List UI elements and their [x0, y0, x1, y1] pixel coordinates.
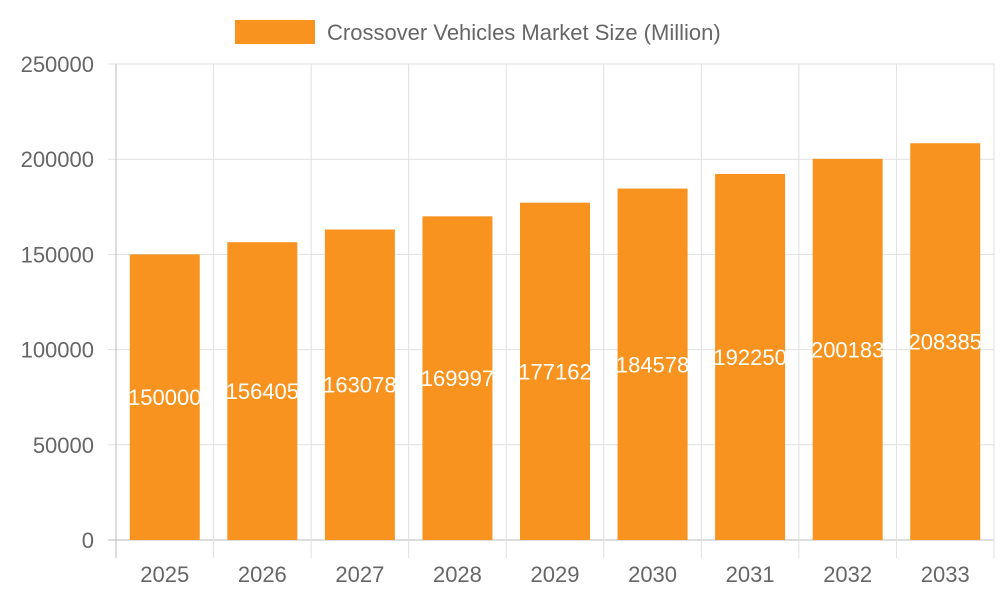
y-tick-label: 150000: [21, 242, 94, 267]
data-label: 156405: [226, 379, 299, 404]
data-label: 208385: [909, 330, 982, 355]
bar-2028[interactable]: [422, 216, 493, 540]
x-tick-label: 2026: [238, 562, 287, 587]
bar-2031[interactable]: [715, 173, 786, 540]
y-tick-label: 100000: [21, 338, 94, 363]
data-label: 150000: [128, 385, 201, 410]
x-tick-label: 2025: [140, 562, 189, 587]
legend[interactable]: Crossover Vehicles Market Size (Million): [235, 20, 721, 45]
x-tick-label: 2030: [628, 562, 677, 587]
x-tick-label: 2031: [726, 562, 775, 587]
bar-2032[interactable]: [812, 158, 883, 540]
legend-swatch: [235, 20, 315, 44]
bar-2033[interactable]: [910, 143, 981, 540]
x-tick-label: 2027: [335, 562, 384, 587]
x-tick-label: 2032: [823, 562, 872, 587]
legend-label: Crossover Vehicles Market Size (Million): [327, 20, 721, 45]
y-tick-label: 200000: [21, 147, 94, 172]
data-label: 163078: [323, 373, 396, 398]
x-tick-label: 2029: [531, 562, 580, 587]
bar-2027[interactable]: [324, 229, 395, 540]
data-label: 200183: [811, 337, 884, 362]
y-tick-label: 50000: [33, 433, 94, 458]
data-label: 192250: [713, 345, 786, 370]
data-label: 169997: [421, 366, 494, 391]
bar-2025[interactable]: [129, 254, 200, 540]
data-label: 177162: [518, 359, 591, 384]
y-tick-label: 0: [82, 528, 94, 553]
bar-2030[interactable]: [617, 188, 688, 541]
x-tick-label: 2028: [433, 562, 482, 587]
data-label: 184578: [616, 352, 689, 377]
y-tick-label: 250000: [21, 52, 94, 77]
x-tick-label: 2033: [921, 562, 970, 587]
bar-2026[interactable]: [227, 242, 298, 540]
bar-2029[interactable]: [520, 202, 590, 541]
